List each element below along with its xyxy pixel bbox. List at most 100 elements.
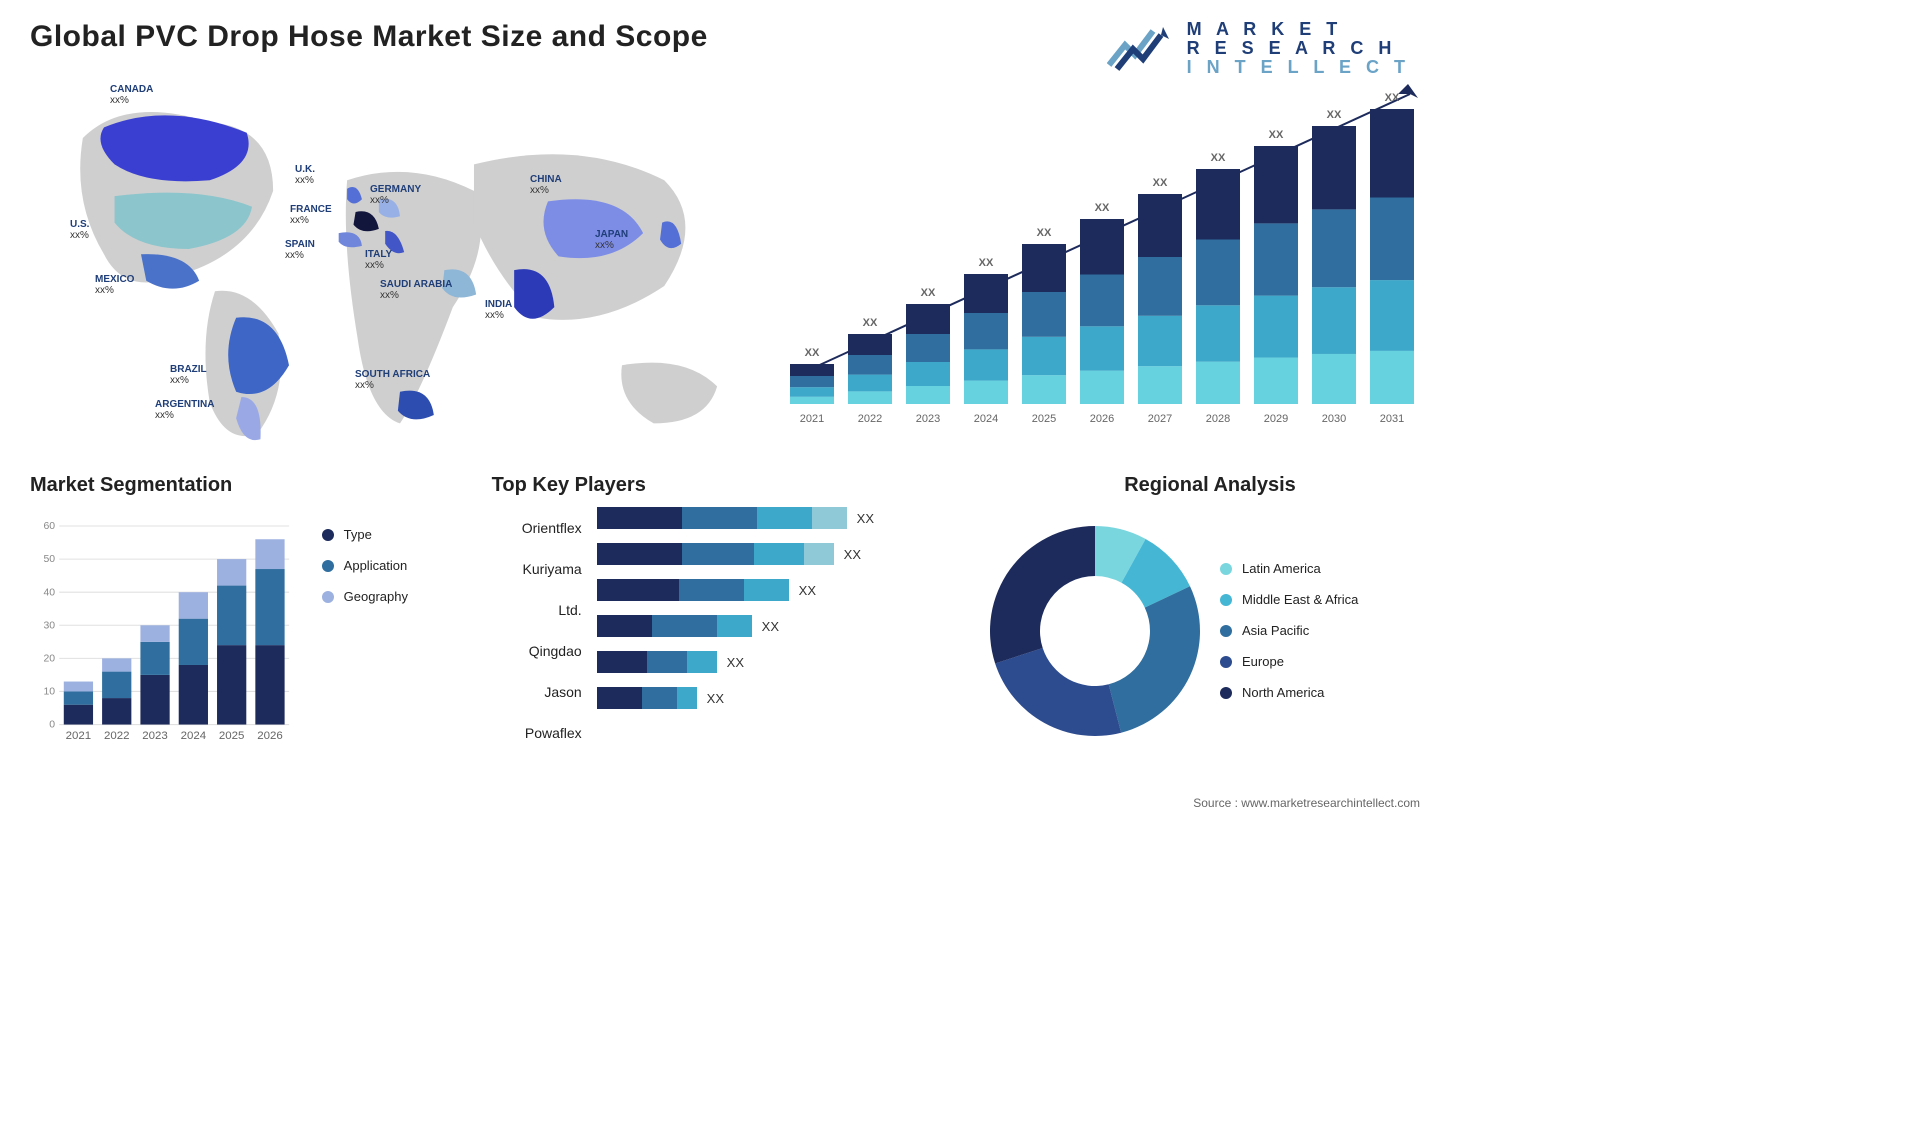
growth-chart: XX 2021 XX 2022 XX 2023 XX 2024 XX 2025 XX 2026 XX 20… [770, 64, 1430, 444]
svg-text:2027: 2027 [1148, 413, 1172, 425]
segmentation-legend: TypeApplicationGeography [322, 507, 452, 754]
map-label-japan: JAPANxx% [595, 229, 628, 251]
player-bar-value: XX [844, 547, 861, 562]
svg-text:2031: 2031 [1380, 413, 1404, 425]
region-legend-item: Europe [1220, 654, 1358, 669]
player-bar-seg [642, 687, 677, 709]
map-label-mexico: MEXICOxx% [95, 274, 134, 296]
player-bar-seg [677, 687, 697, 709]
map-label-italy: ITALYxx% [365, 249, 392, 271]
svg-text:XX: XX [979, 257, 994, 269]
segmentation-svg: 0102030405060202120222023202420252026 [30, 507, 302, 754]
player-bar-value: XX [707, 691, 724, 706]
player-bar-seg [754, 543, 804, 565]
player-bar-row: XX [597, 687, 724, 709]
svg-text:2030: 2030 [1322, 413, 1346, 425]
svg-text:XX: XX [1327, 109, 1342, 121]
player-bar-seg [597, 687, 642, 709]
player-bar-seg [717, 615, 752, 637]
region-legend-item: North America [1220, 685, 1358, 700]
donut-svg [990, 526, 1200, 736]
player-bar-row: XX [597, 651, 744, 673]
svg-text:XX: XX [1211, 152, 1226, 164]
svg-text:50: 50 [43, 554, 55, 565]
svg-text:XX: XX [921, 287, 936, 299]
svg-text:XX: XX [1269, 129, 1284, 141]
seg-legend-application: Application [322, 558, 452, 573]
regional-title: Regional Analysis [990, 474, 1430, 497]
svg-text:XX: XX [1385, 92, 1400, 104]
player-bar-value: XX [857, 511, 874, 526]
svg-text:2029: 2029 [1264, 413, 1288, 425]
svg-text:2023: 2023 [142, 730, 168, 742]
map-label-india: INDIAxx% [485, 299, 512, 321]
svg-text:2023: 2023 [916, 413, 940, 425]
map-label-spain: SPAINxx% [285, 239, 315, 261]
player-bar-value: XX [762, 619, 779, 634]
player-label: Ltd. [492, 602, 582, 618]
svg-text:XX: XX [1095, 202, 1110, 214]
map-label-china: CHINAxx% [530, 174, 562, 196]
svg-text:2021: 2021 [800, 413, 824, 425]
svg-text:2028: 2028 [1206, 413, 1230, 425]
svg-text:XX: XX [1153, 177, 1168, 189]
segmentation-chart: 0102030405060202120222023202420252026 [30, 507, 302, 754]
player-bar-seg [682, 507, 757, 529]
player-bar-seg [597, 579, 679, 601]
svg-text:2026: 2026 [257, 730, 283, 742]
regional-donut [990, 526, 1200, 736]
player-bar-row: XX [597, 507, 874, 529]
svg-text:2026: 2026 [1090, 413, 1114, 425]
player-label: Kuriyama [492, 561, 582, 577]
segmentation-title: Market Segmentation [30, 474, 452, 497]
map-label-france: FRANCExx% [290, 204, 332, 226]
map-label-southafrica: SOUTH AFRICAxx% [355, 369, 430, 391]
region-legend-item: Asia Pacific [1220, 623, 1358, 638]
svg-text:0: 0 [49, 720, 55, 731]
map-svg [30, 64, 770, 466]
player-bar-seg [687, 651, 717, 673]
source-text: Source : www.marketresearchintellect.com [1193, 796, 1420, 810]
svg-text:60: 60 [43, 521, 55, 532]
player-label: Powaflex [492, 725, 582, 741]
region-legend-item: Middle East & Africa [1220, 592, 1358, 607]
world-map: CANADAxx%U.S.xx%MEXICOxx%BRAZILxx%ARGENT… [30, 64, 770, 444]
player-bar-seg [597, 651, 647, 673]
svg-text:30: 30 [43, 620, 55, 631]
player-label: Jason [492, 684, 582, 700]
svg-text:XX: XX [805, 347, 820, 359]
svg-text:2025: 2025 [219, 730, 245, 742]
player-bar-seg [757, 507, 812, 529]
svg-text:2025: 2025 [1032, 413, 1056, 425]
seg-legend-type: Type [322, 527, 452, 542]
players-bars: XX XX XX XX XX XX [597, 507, 950, 723]
player-bar-seg [812, 507, 847, 529]
logo-text-1: M A R K E T [1187, 20, 1410, 39]
player-label: Orientflex [492, 520, 582, 536]
svg-text:10: 10 [43, 687, 55, 698]
player-bar-row: XX [597, 579, 816, 601]
player-bar-row: XX [597, 615, 779, 637]
svg-text:2024: 2024 [974, 413, 998, 425]
player-label: Qingdao [492, 643, 582, 659]
growth-svg: XX 2021 XX 2022 XX 2023 XX 2024 XX 2025 XX 2026 XX 20… [770, 64, 1430, 444]
player-bar-seg [597, 543, 682, 565]
player-bar-seg [682, 543, 754, 565]
player-bar-seg [652, 615, 717, 637]
players-labels: Orientflex Kuriyama Ltd. Qingdao Jason Powafl… [492, 507, 582, 754]
svg-text:XX: XX [1037, 227, 1052, 239]
player-bar-seg [597, 507, 682, 529]
svg-text:XX: XX [863, 317, 878, 329]
player-bar-row: XX [597, 543, 861, 565]
player-bar-seg [647, 651, 687, 673]
player-bar-seg [744, 579, 789, 601]
player-bar-value: XX [727, 655, 744, 670]
region-legend-item: Latin America [1220, 561, 1358, 576]
player-bar-value: XX [799, 583, 816, 598]
svg-text:20: 20 [43, 653, 55, 664]
svg-text:2021: 2021 [66, 730, 92, 742]
svg-text:2022: 2022 [858, 413, 882, 425]
regional-legend: Latin America Middle East & Africa Asia Pa… [1220, 561, 1358, 700]
map-label-canada: CANADAxx% [110, 84, 153, 106]
players-title: Top Key Players [492, 474, 950, 497]
